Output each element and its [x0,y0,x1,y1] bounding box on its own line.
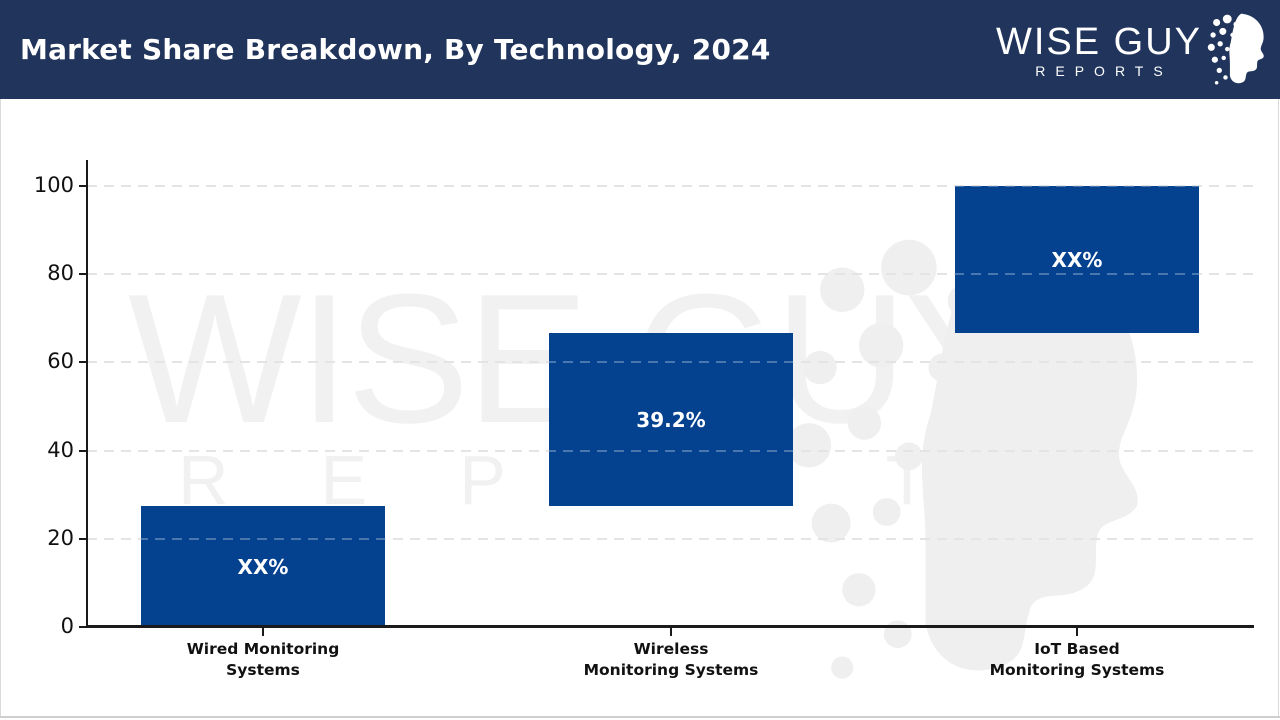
logo-wordmark: WISE GUY [995,20,1202,63]
x-category-label-line: Monitoring Systems [989,661,1165,679]
x-category-label-line: Systems [226,661,300,679]
logo-reports-text: REPORTS [1035,62,1173,79]
x-category-label: IoT Based Monitoring Systems [917,639,1237,681]
wise-guy-reports-logo: WISE GUY REPORTS [996,6,1268,94]
bar-3: XX% [955,186,1199,334]
y-tick-mark [79,361,87,364]
y-tick-label: 100 [33,173,74,197]
y-tick-label: 60 [47,349,74,374]
chart-title: Market Share Breakdown, By Technology, 2… [20,33,771,66]
page-border-left [0,99,1,717]
y-tick-label: 20 [47,525,74,550]
x-category-label-line: IoT Based [1034,640,1120,658]
y-axis-line [86,160,88,628]
y-tick-mark [79,185,87,187]
gridline [87,537,1254,540]
x-tick-mark [1076,628,1078,636]
y-tick-label: 0 [60,614,74,638]
x-category-label-line: Wireless [633,640,709,658]
x-category-label: Wired Monitoring Systems [103,639,423,681]
gridline-overlay [87,537,1254,540]
gridline-overlay [87,185,1254,187]
gridline-overlay [87,449,1254,452]
gridline [87,185,1254,187]
bar-value-label: XX% [237,554,289,579]
bar-value-label: XX% [1051,247,1103,272]
y-tick-mark [79,273,87,276]
logo-text: WISE GUY REPORTS [996,22,1202,79]
logo-face-dots-icon [1207,13,1264,85]
y-tick-mark [79,537,87,540]
x-category-label-line: Wired Monitoring [186,640,340,658]
header-bar: Market Share Breakdown, By Technology, 2… [0,0,1280,99]
x-tick-mark [670,628,672,636]
bar-1: XX% [141,506,385,627]
y-tick-label: 80 [47,261,74,286]
y-tick-label: 40 [47,437,74,462]
bar-value-label: 39.2% [636,407,706,432]
y-tick-mark [79,449,87,452]
bar-2: 39.2% [549,333,793,507]
gridline-overlay [87,273,1254,276]
gridline-overlay [87,361,1254,364]
gridline [87,273,1254,276]
y-tick-mark [79,626,87,628]
x-category-label: Wireless Monitoring Systems [511,639,831,681]
x-category-label-line: Monitoring Systems [583,661,759,679]
page-border-bottom [0,716,1280,718]
x-tick-mark [262,628,264,636]
page-border-right [1278,99,1279,717]
x-axis-line [86,625,1254,628]
